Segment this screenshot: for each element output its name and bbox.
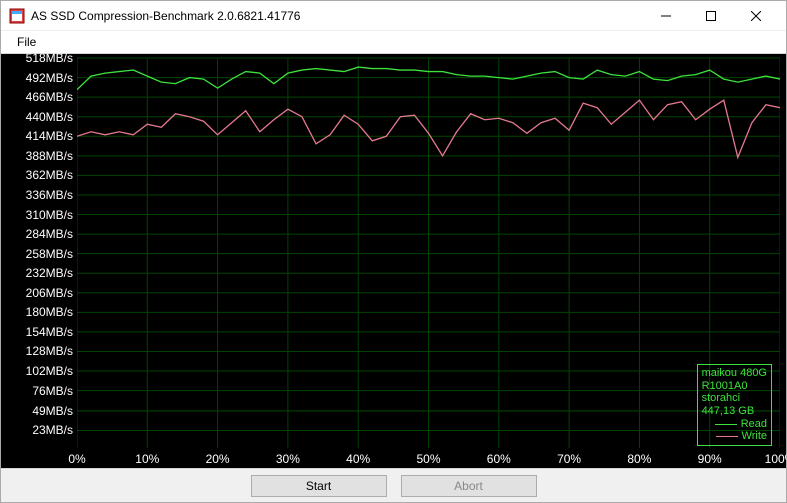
y-tick-label: 49MB/s <box>32 404 73 418</box>
app-window: AS SSD Compression-Benchmark 2.0.6821.41… <box>0 0 787 503</box>
y-tick-label: 388MB/s <box>26 149 73 163</box>
device-info-box: maikou 480G R1001A0 storahci 447,13 GB R… <box>697 364 772 446</box>
device-driver: storahci <box>702 392 767 405</box>
y-tick-label: 206MB/s <box>26 286 73 300</box>
y-tick-label: 492MB/s <box>26 71 73 85</box>
x-tick-label: 10% <box>135 452 159 466</box>
chart-area: 23MB/s 49MB/s 76MB/s 102MB/s 128MB/s 154MB/s 1… <box>1 53 786 468</box>
x-tick-label: 80% <box>627 452 651 466</box>
device-name: maikou 480G <box>702 367 767 380</box>
y-tick-label: 414MB/s <box>26 129 73 143</box>
y-tick-label: 284MB/s <box>26 227 73 241</box>
y-tick-label: 128MB/s <box>26 344 73 358</box>
menu-file[interactable]: File <box>9 33 44 51</box>
x-tick-label: 60% <box>487 452 511 466</box>
y-tick-label: 76MB/s <box>32 384 73 398</box>
x-tick-label: 40% <box>346 452 370 466</box>
y-tick-label: 310MB/s <box>26 208 73 222</box>
y-tick-label: 336MB/s <box>26 188 73 202</box>
legend-read-label: Read <box>741 418 767 431</box>
app-icon <box>9 8 25 24</box>
maximize-button[interactable] <box>688 1 733 30</box>
legend-write-label: Write <box>742 430 767 443</box>
x-tick-label: 100% <box>765 452 787 466</box>
write-swatch <box>716 436 738 437</box>
read-swatch <box>715 424 737 425</box>
legend-read: Read <box>702 418 767 431</box>
y-tick-label: 23MB/s <box>32 423 73 437</box>
plot-area: 0%10%20%30%40%50%60%70%80%90%100% maikou… <box>77 54 780 468</box>
y-tick-label: 180MB/s <box>26 305 73 319</box>
y-tick-label: 362MB/s <box>26 168 73 182</box>
x-tick-label: 20% <box>206 452 230 466</box>
x-tick-label: 50% <box>416 452 440 466</box>
y-tick-label: 440MB/s <box>26 110 73 124</box>
device-capacity: 447,13 GB <box>702 405 767 418</box>
menubar: File <box>1 31 786 53</box>
x-tick-label: 70% <box>557 452 581 466</box>
start-button[interactable]: Start <box>251 475 387 497</box>
y-tick-label: 232MB/s <box>26 266 73 280</box>
y-axis: 23MB/s 49MB/s 76MB/s 102MB/s 128MB/s 154MB/s 1… <box>1 54 77 468</box>
y-tick-label: 258MB/s <box>26 247 73 261</box>
close-button[interactable] <box>733 1 778 30</box>
device-firmware: R1001A0 <box>702 380 767 393</box>
button-bar: Start Abort <box>1 468 786 502</box>
x-tick-label: 30% <box>276 452 300 466</box>
x-tick-label: 90% <box>698 452 722 466</box>
window-title: AS SSD Compression-Benchmark 2.0.6821.41… <box>31 9 643 23</box>
minimize-button[interactable] <box>643 1 688 30</box>
y-tick-label: 518MB/s <box>26 51 73 65</box>
abort-button[interactable]: Abort <box>401 475 537 497</box>
x-tick-label: 0% <box>68 452 85 466</box>
y-tick-label: 466MB/s <box>26 90 73 104</box>
y-tick-label: 102MB/s <box>26 364 73 378</box>
titlebar: AS SSD Compression-Benchmark 2.0.6821.41… <box>1 1 786 31</box>
y-tick-label: 154MB/s <box>26 325 73 339</box>
legend-write: Write <box>702 430 767 443</box>
